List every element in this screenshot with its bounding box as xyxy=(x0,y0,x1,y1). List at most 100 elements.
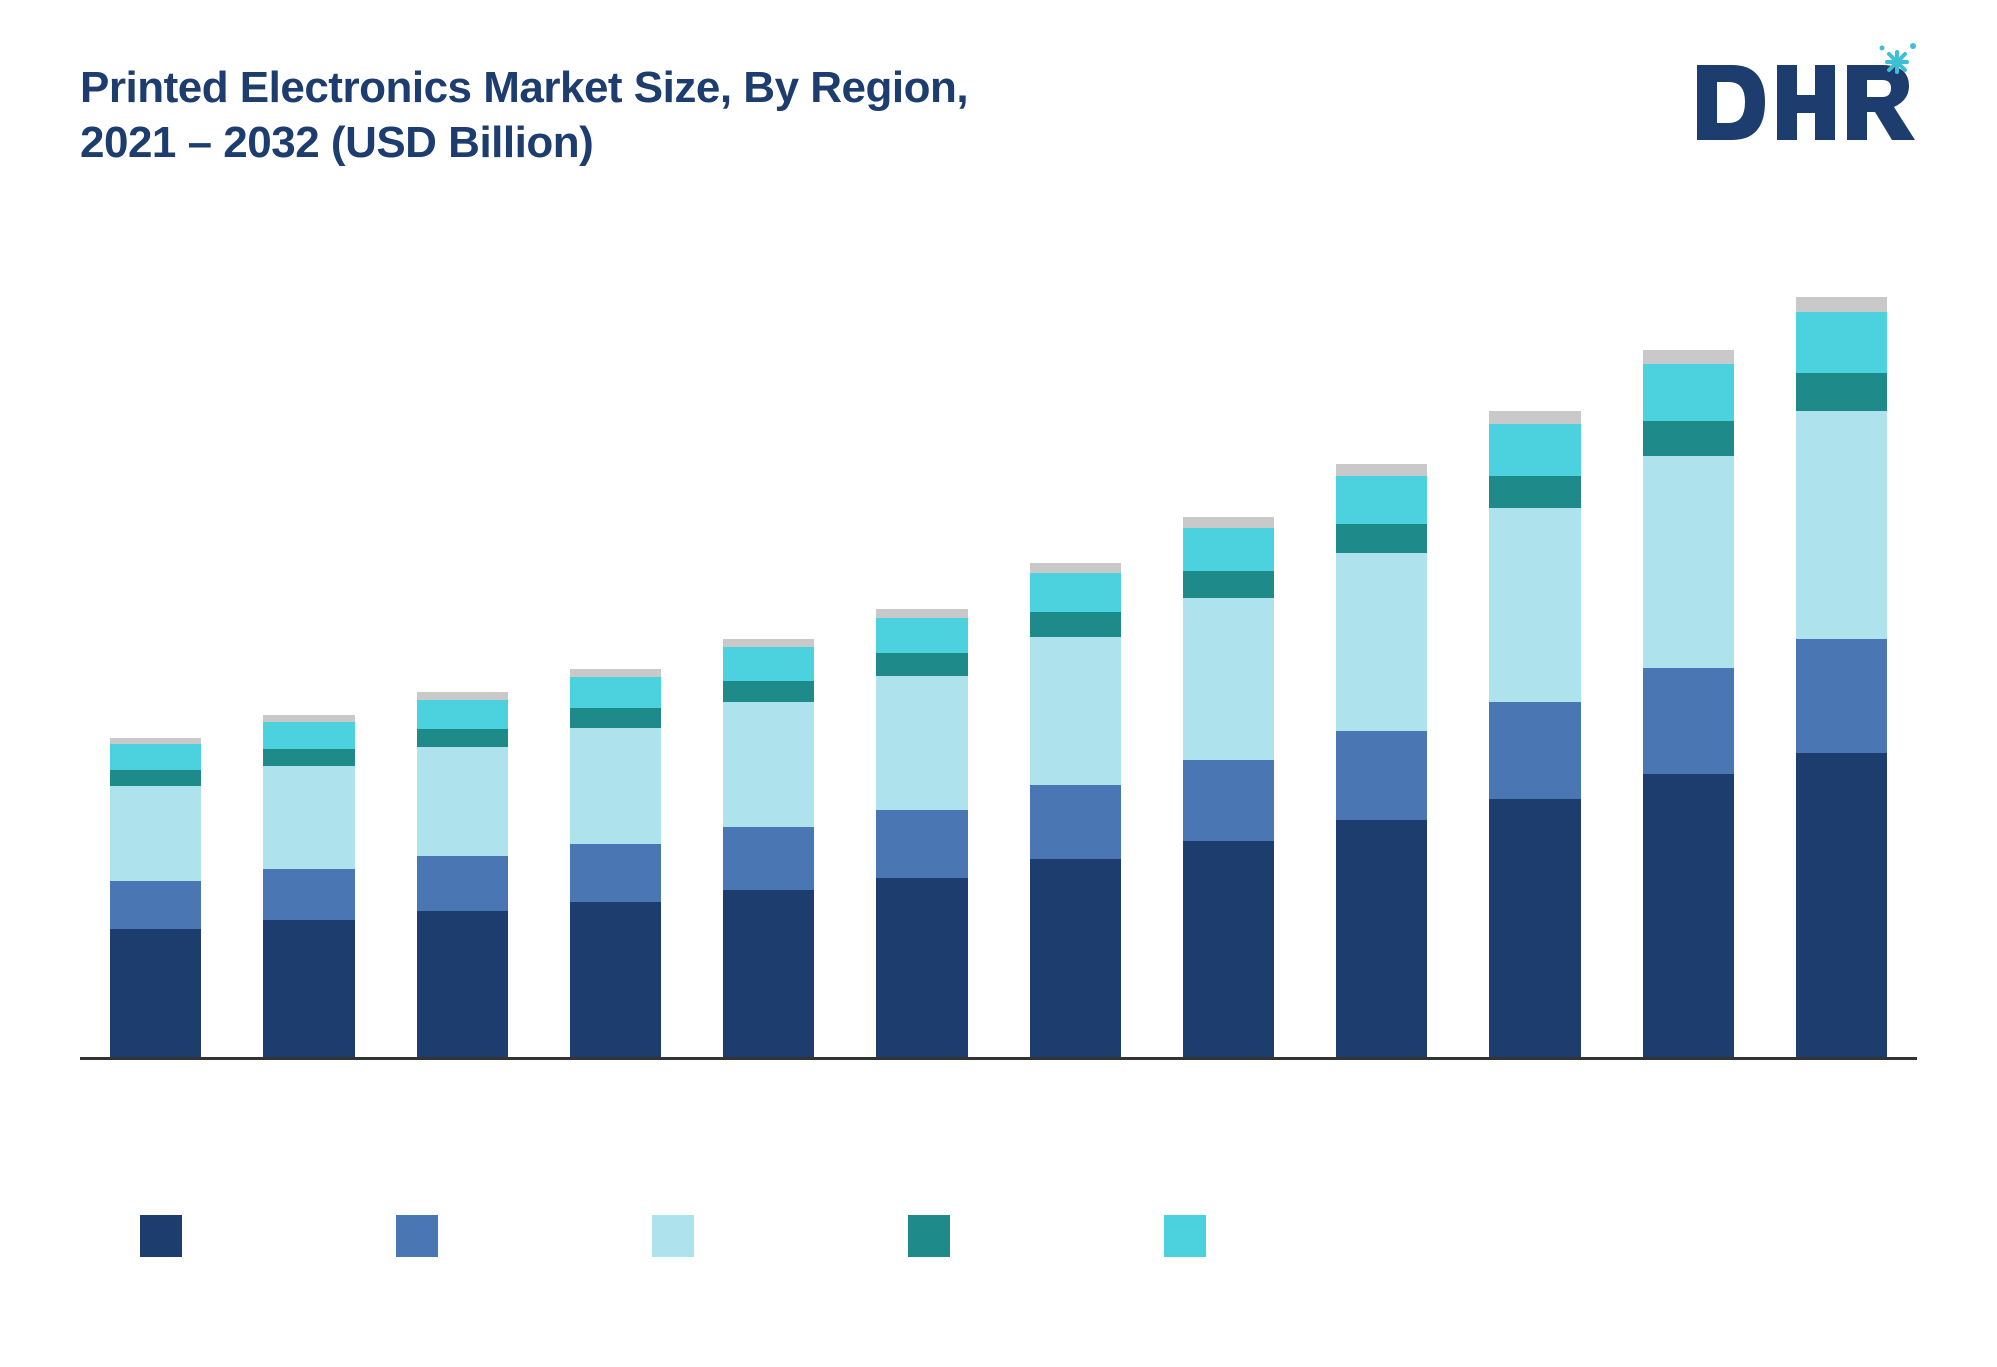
segment-north_america xyxy=(1183,841,1274,1057)
segment-asia_pacific xyxy=(263,766,354,869)
segment-europe xyxy=(1643,668,1734,774)
segment-mea xyxy=(110,744,201,770)
stacked-bar-chart xyxy=(80,300,1917,1090)
segment-north_america xyxy=(570,902,661,1057)
segment-europe xyxy=(1336,731,1427,820)
segment-cap_gap xyxy=(1489,411,1580,424)
segment-asia_pacific xyxy=(1796,411,1887,639)
segment-asia_pacific xyxy=(1489,508,1580,702)
bar-2021 xyxy=(110,738,201,1057)
segment-latin_america xyxy=(1183,571,1274,598)
segment-europe xyxy=(1183,760,1274,841)
bar-2028 xyxy=(1183,517,1274,1057)
segment-cap_gap xyxy=(263,715,354,722)
segment-asia_pacific xyxy=(876,676,967,811)
legend-item-asia-pacific xyxy=(652,1215,708,1257)
bar-2031 xyxy=(1643,350,1734,1057)
bar-2023 xyxy=(417,692,508,1057)
segment-north_america xyxy=(1336,820,1427,1057)
title-line-1: Printed Electronics Market Size, By Regi… xyxy=(80,60,1180,115)
legend-item-north-america xyxy=(140,1215,196,1257)
segment-north_america xyxy=(263,920,354,1057)
dhr-logo xyxy=(1687,40,1917,160)
segment-cap_gap xyxy=(1030,563,1121,573)
segment-north_america xyxy=(723,890,814,1057)
bar-2025 xyxy=(723,639,814,1057)
segment-asia_pacific xyxy=(723,702,814,827)
bar-2027 xyxy=(1030,563,1121,1057)
segment-europe xyxy=(417,856,508,911)
segment-mea xyxy=(263,722,354,749)
segment-cap_gap xyxy=(417,692,508,699)
segment-latin_america xyxy=(1030,612,1121,637)
segment-mea xyxy=(876,618,967,654)
segment-latin_america xyxy=(1643,421,1734,456)
segment-mea xyxy=(1183,528,1274,571)
legend xyxy=(140,1215,1917,1257)
segment-europe xyxy=(1489,702,1580,799)
bar-2024 xyxy=(570,669,661,1057)
segment-asia_pacific xyxy=(417,747,508,856)
segment-cap_gap xyxy=(876,609,967,618)
legend-item-mea xyxy=(1164,1215,1220,1257)
segment-north_america xyxy=(1489,799,1580,1057)
segment-latin_america xyxy=(570,708,661,727)
segment-cap_gap xyxy=(570,669,661,677)
chart-title: Printed Electronics Market Size, By Regi… xyxy=(80,60,1180,170)
bar-2026 xyxy=(876,609,967,1057)
segment-north_america xyxy=(876,878,967,1057)
title-line-2: 2021 – 2032 (USD Billion) xyxy=(80,115,1180,170)
bar-2022 xyxy=(263,715,354,1057)
segment-asia_pacific xyxy=(110,786,201,882)
segment-asia_pacific xyxy=(1183,598,1274,760)
bar-2030 xyxy=(1489,411,1580,1057)
segment-cap_gap xyxy=(1796,297,1887,312)
segment-cap_gap xyxy=(1643,350,1734,364)
legend-item-latin-america xyxy=(908,1215,964,1257)
segment-north_america xyxy=(1030,859,1121,1057)
swatch-latin-america xyxy=(908,1215,950,1257)
segment-latin_america xyxy=(417,729,508,747)
segment-latin_america xyxy=(1336,524,1427,554)
bar-2029 xyxy=(1336,464,1427,1057)
bar-2032 xyxy=(1796,297,1887,1057)
segment-cap_gap xyxy=(1183,517,1274,528)
segment-latin_america xyxy=(876,653,967,675)
segment-cap_gap xyxy=(723,639,814,647)
bars-container xyxy=(80,300,1917,1060)
segment-mea xyxy=(1643,364,1734,421)
segment-mea xyxy=(1030,573,1121,613)
segment-europe xyxy=(570,844,661,902)
swatch-north-america xyxy=(140,1215,182,1257)
segment-mea xyxy=(570,677,661,708)
swatch-asia-pacific xyxy=(652,1215,694,1257)
segment-latin_america xyxy=(723,681,814,702)
segment-asia_pacific xyxy=(570,728,661,844)
segment-asia_pacific xyxy=(1336,553,1427,731)
segment-north_america xyxy=(417,911,508,1057)
swatch-mea xyxy=(1164,1215,1206,1257)
segment-north_america xyxy=(110,929,201,1057)
segment-europe xyxy=(110,881,201,929)
segment-europe xyxy=(1796,639,1887,753)
segment-europe xyxy=(723,827,814,890)
segment-latin_america xyxy=(110,770,201,786)
segment-europe xyxy=(1030,785,1121,859)
segment-north_america xyxy=(1796,753,1887,1057)
swatch-europe xyxy=(396,1215,438,1257)
legend-item-europe xyxy=(396,1215,452,1257)
segment-latin_america xyxy=(263,749,354,766)
segment-mea xyxy=(1489,424,1580,476)
segment-asia_pacific xyxy=(1643,456,1734,668)
segment-europe xyxy=(263,869,354,920)
segment-mea xyxy=(1796,312,1887,373)
segment-latin_america xyxy=(1796,373,1887,411)
segment-latin_america xyxy=(1489,476,1580,508)
segment-mea xyxy=(1336,476,1427,523)
segment-mea xyxy=(417,700,508,729)
segment-asia_pacific xyxy=(1030,637,1121,785)
segment-cap_gap xyxy=(1336,464,1427,476)
segment-north_america xyxy=(1643,774,1734,1057)
segment-mea xyxy=(723,647,814,680)
segment-europe xyxy=(876,810,967,877)
